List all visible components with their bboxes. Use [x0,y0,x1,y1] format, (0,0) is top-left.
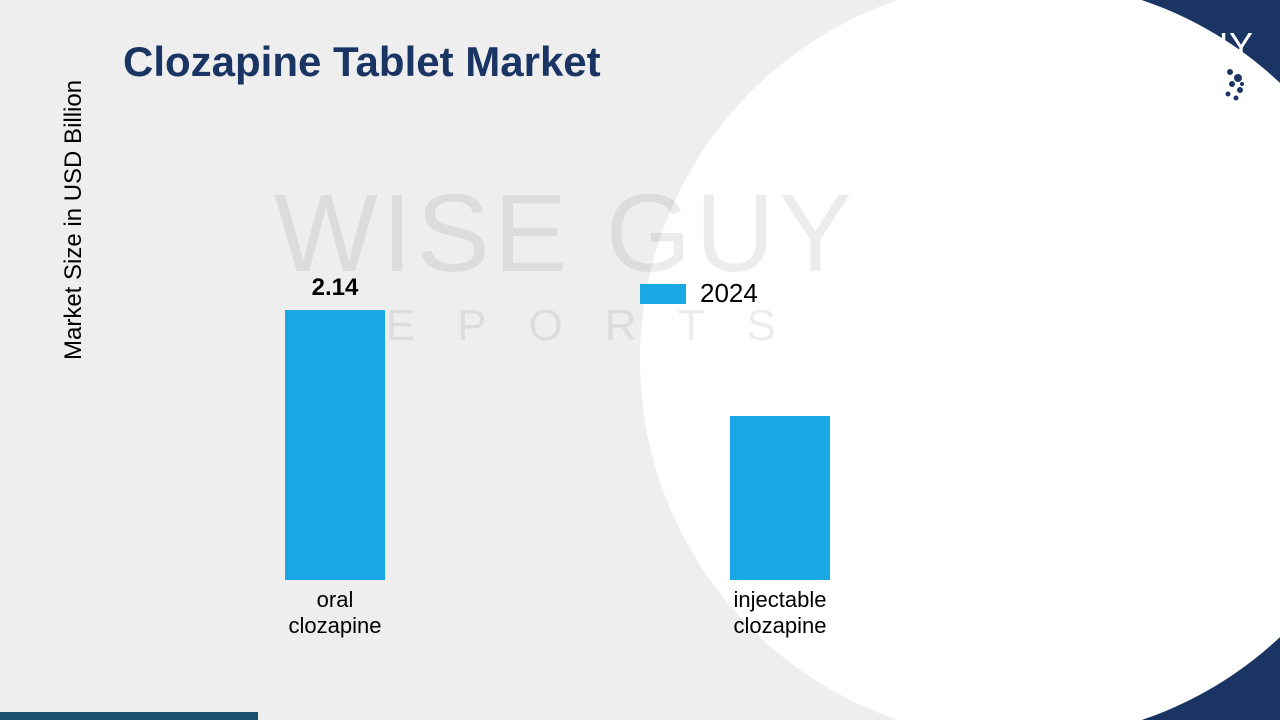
bar [285,310,385,580]
category-label: injectableclozapine [734,587,827,638]
bar-value-label: 2.14 [312,274,359,302]
chart-title: Clozapine Tablet Market [123,38,601,86]
chart-plot-area: 2024 2.14 oralclozapine injectableclozapin… [120,130,1020,650]
y-axis-label: Market Size in USD Billion [60,80,88,360]
head-icon [1184,48,1254,128]
brand-logo: WISE GUY REPORTS [1066,28,1254,81]
category-label: oralclozapine [289,587,382,638]
chart-canvas: WISE GUY REPORTS Clozapine Tablet Market… [0,0,1280,720]
legend: 2024 [640,278,758,309]
bar [730,416,830,580]
legend-swatch [640,284,686,304]
legend-label: 2024 [700,278,758,309]
bottom-accent-bar [0,712,258,720]
